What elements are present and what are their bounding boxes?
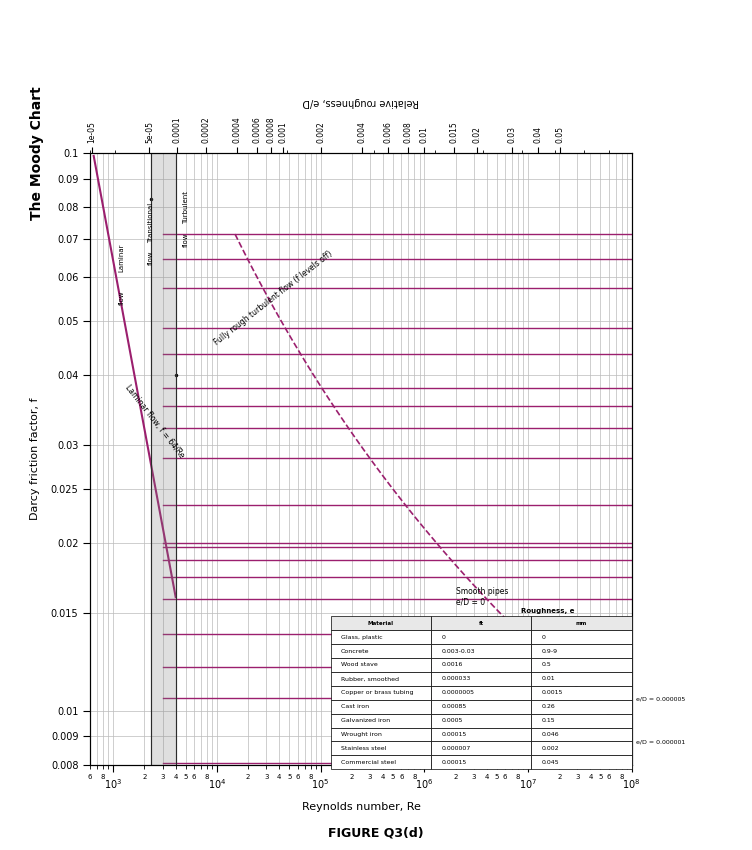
- Text: flow: flow: [183, 232, 189, 246]
- Text: e/D = 0.000001: e/D = 0.000001: [636, 740, 685, 745]
- Text: e/D = 0.000005: e/D = 0.000005: [636, 697, 685, 701]
- Text: Laminar flow, f = 64/Re: Laminar flow, f = 64/Re: [123, 383, 186, 460]
- Text: Smooth pipes
e/D = 0: Smooth pipes e/D = 0: [456, 587, 508, 607]
- X-axis label: Relative roughness, e/D: Relative roughness, e/D: [302, 97, 420, 107]
- Y-axis label: Darcy friction factor, f: Darcy friction factor, f: [29, 398, 40, 520]
- Text: flow: flow: [119, 291, 124, 305]
- Bar: [150, 153, 176, 765]
- Text: flow: flow: [147, 250, 153, 264]
- Text: FIGURE Q3(d): FIGURE Q3(d): [328, 826, 424, 840]
- Text: Turbulent: Turbulent: [183, 190, 189, 224]
- Text: Laminar: Laminar: [119, 243, 124, 272]
- Text: Transitional: Transitional: [147, 202, 153, 243]
- Text: Roughness, e: Roughness, e: [520, 609, 575, 615]
- Text: Fully rough turbulent flow (f levels off): Fully rough turbulent flow (f levels off…: [212, 249, 334, 347]
- Text: The Moody Chart: The Moody Chart: [30, 86, 44, 220]
- X-axis label: Reynolds number, Re: Reynolds number, Re: [302, 802, 420, 812]
